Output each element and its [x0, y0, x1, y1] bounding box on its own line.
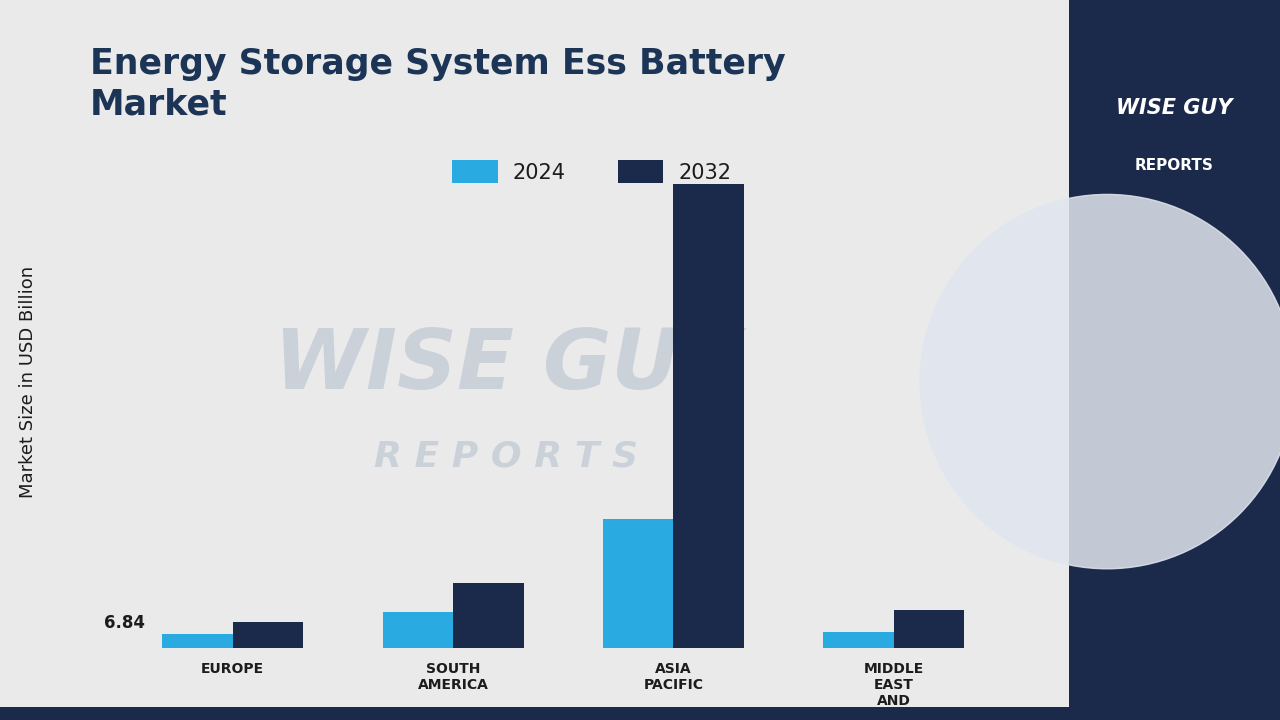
Text: Market Size in USD Billion: Market Size in USD Billion — [19, 266, 37, 498]
Text: R E P O R T S: R E P O R T S — [374, 439, 639, 474]
Bar — [453, 583, 524, 648]
Bar — [383, 612, 453, 648]
Bar — [823, 632, 893, 648]
Text: Energy Storage System Ess Battery
Market: Energy Storage System Ess Battery Market — [90, 47, 785, 122]
Text: WISE GUY: WISE GUY — [274, 325, 739, 406]
Bar — [233, 622, 303, 648]
Bar — [603, 519, 673, 648]
Text: WISE GUY: WISE GUY — [1116, 98, 1233, 118]
Text: REPORTS: REPORTS — [1135, 158, 1213, 173]
Legend: 2024, 2032: 2024, 2032 — [444, 152, 740, 192]
Ellipse shape — [920, 194, 1280, 569]
Bar — [163, 634, 233, 648]
Bar — [893, 610, 964, 648]
Text: 6.84: 6.84 — [104, 614, 145, 632]
Bar — [673, 184, 744, 648]
